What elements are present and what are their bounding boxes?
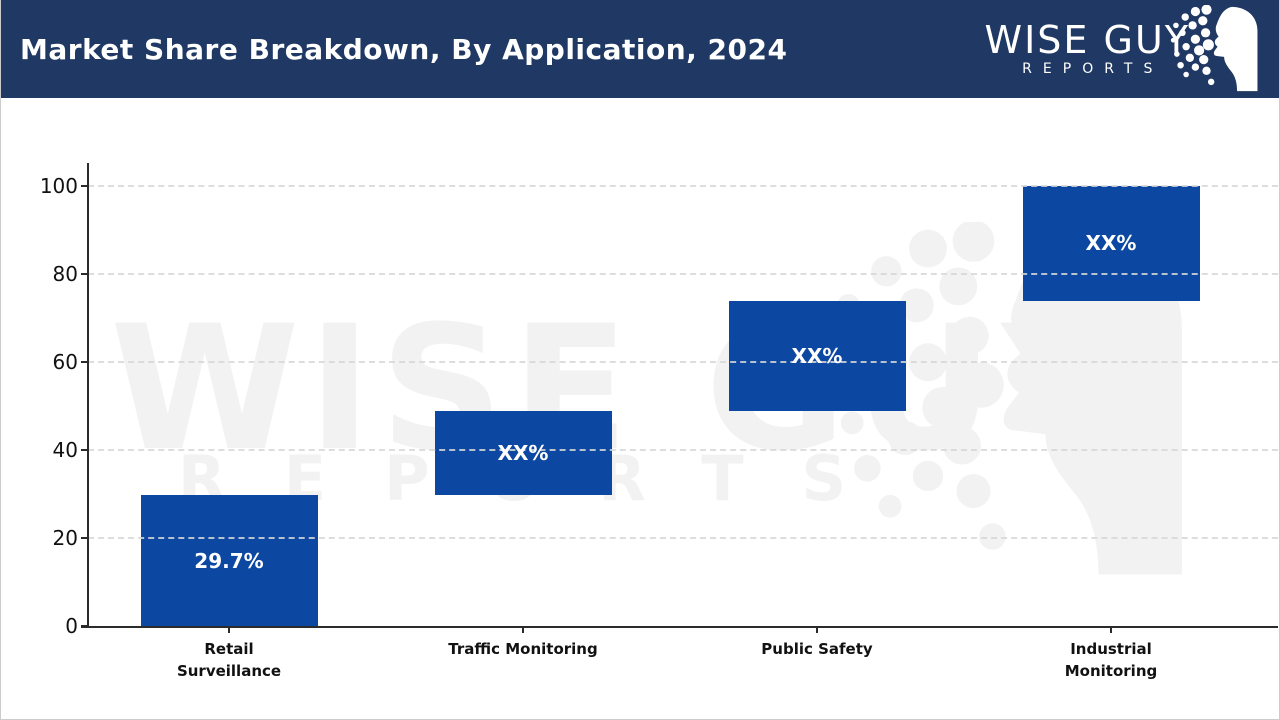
bar-value-label: XX% — [497, 441, 549, 466]
chart-title: Market Share Breakdown, By Application, … — [20, 32, 788, 66]
bar-value-label: 29.7% — [194, 548, 264, 573]
gridline — [88, 273, 1278, 275]
y-tick-label: 100 — [39, 174, 78, 198]
y-tick — [81, 537, 88, 539]
x-category-label: Public Safety — [761, 640, 873, 658]
x-axis-line — [81, 626, 1278, 628]
y-tick-label: 0 — [65, 614, 78, 638]
brand-face-icon — [1170, 5, 1258, 92]
brand-name: WISE GUY — [984, 18, 1190, 63]
gridline — [88, 537, 1278, 539]
header-bar: Market Share Breakdown, By Application, … — [0, 0, 1280, 98]
bar-segment — [1022, 186, 1200, 301]
gridline — [88, 185, 1278, 187]
bar-value-label: XX% — [791, 343, 843, 368]
x-tick — [228, 626, 230, 633]
x-tick — [816, 626, 818, 633]
y-tick-label: 40 — [52, 438, 78, 462]
bar-value-label: XX% — [1085, 231, 1137, 256]
x-category-label: Retail Surveillance — [176, 640, 282, 680]
bar-segment — [140, 495, 318, 626]
y-axis-line — [87, 163, 89, 628]
y-tick — [81, 361, 88, 363]
y-tick-label: 80 — [52, 262, 78, 286]
y-tick-label: 20 — [52, 526, 78, 550]
watermark-face-icon — [827, 222, 1182, 575]
brand-subname: REPORTS — [1022, 60, 1164, 77]
y-tick — [81, 449, 88, 451]
brand-logo: WISE GUY REPORTS — [985, 5, 1280, 93]
x-tick — [1110, 626, 1112, 633]
y-tick — [81, 273, 88, 275]
x-tick — [522, 626, 524, 633]
y-tick-label: 60 — [52, 350, 78, 374]
x-category-label: Industrial Monitoring — [1064, 640, 1158, 680]
brand-logo-text: WISE GUY REPORTS — [984, 18, 1190, 77]
bar-segment — [434, 410, 612, 496]
gridline — [88, 361, 1278, 363]
y-tick — [81, 185, 88, 187]
bar-segment — [728, 300, 906, 411]
gridline — [88, 449, 1278, 451]
x-category-label: Traffic Monitoring — [448, 640, 598, 658]
